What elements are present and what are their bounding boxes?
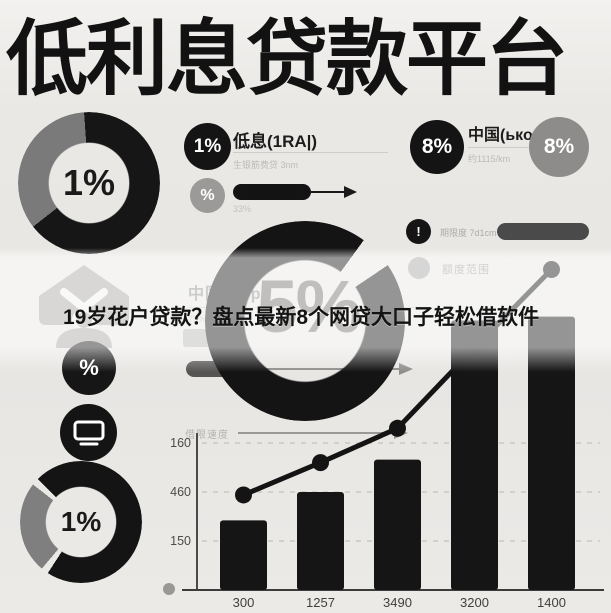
svg-text:150: 150: [170, 534, 191, 548]
donut-chart-top-left: 1%: [18, 112, 160, 254]
svg-text:300: 300: [233, 595, 255, 610]
term-pill: [497, 223, 589, 240]
speed-label: 借限速度: [185, 430, 229, 441]
arrow-right-icon: [311, 186, 357, 198]
headline: 19岁花户贷款？盘点最新8个网贷大口子轻松借软件: [63, 306, 540, 329]
donut-value: 1%: [60, 506, 102, 537]
monitor-icon: [60, 404, 117, 461]
donut-ring: [20, 461, 142, 583]
svg-text:460: 460: [170, 485, 191, 499]
donut-ring: [18, 112, 160, 254]
alert-icon: [406, 219, 431, 244]
svg-text:160: 160: [170, 436, 191, 450]
svg-text:3490: 3490: [383, 595, 412, 610]
donut-value: 1%: [62, 162, 116, 203]
term-label: 期限度 7d1cm: [440, 228, 497, 238]
china-side-badge: 8%: [529, 117, 589, 177]
low-interest-caption: 33%: [233, 204, 252, 214]
percent-badge: %: [190, 178, 225, 213]
low-interest-badge: 1%: [184, 123, 231, 170]
china-title: 中国(ькоμ): [468, 127, 548, 144]
low-interest-subtitle: 生银筋费贷 3nm: [233, 160, 299, 170]
progress-pill: [233, 184, 311, 200]
china-badge: 8%: [410, 120, 464, 174]
donut-chart-bottom-left: 1%: [20, 461, 142, 583]
svg-text:1257: 1257: [306, 595, 335, 610]
china-subtitle: 约1115/km: [468, 154, 511, 164]
divider: [468, 147, 557, 148]
overlay-band: [0, 248, 611, 372]
center-donut-value: 5%: [256, 265, 362, 348]
page-title: 低利息贷款平台: [6, 14, 568, 105]
low-interest-title: 低息(1RA|): [233, 132, 318, 151]
divider: [233, 152, 388, 153]
svg-text:1400: 1400: [537, 595, 566, 610]
svg-text:3200: 3200: [460, 595, 489, 610]
